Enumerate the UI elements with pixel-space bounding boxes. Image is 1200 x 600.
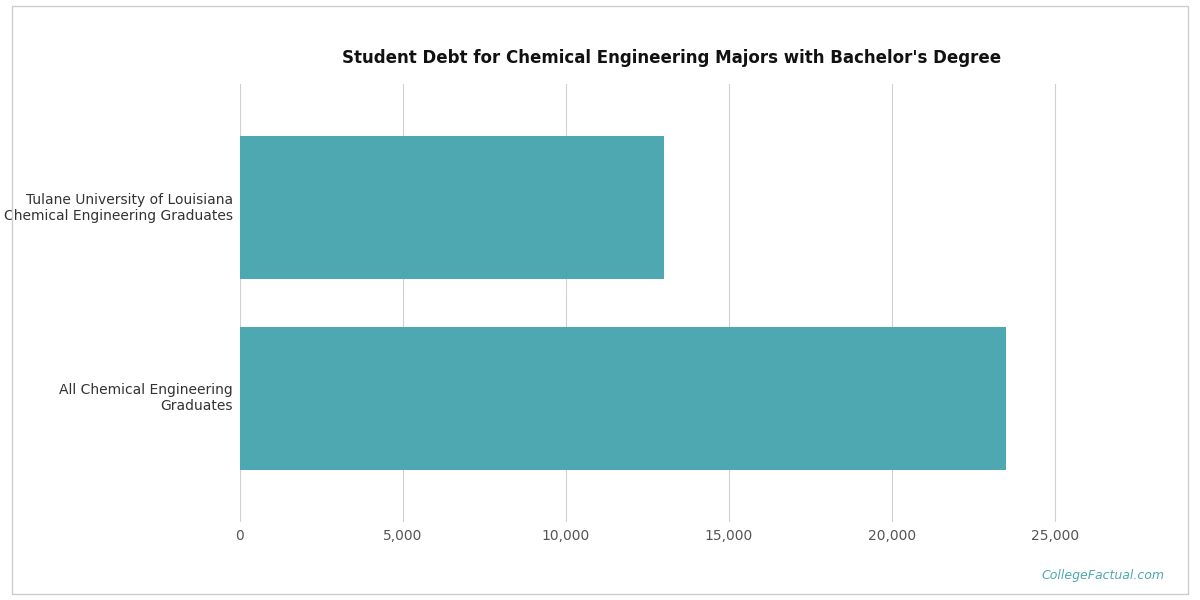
Title: Student Debt for Chemical Engineering Majors with Bachelor's Degree: Student Debt for Chemical Engineering Ma… [342, 49, 1002, 67]
Text: CollegeFactual.com: CollegeFactual.com [1042, 569, 1164, 582]
Bar [240, 136, 664, 279]
Bar [240, 327, 1006, 470]
